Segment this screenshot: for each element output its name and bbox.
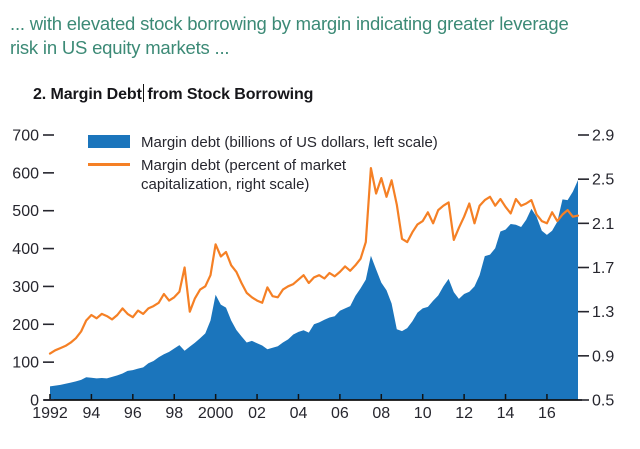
section-heading: ... with elevated stock borrowing by mar… xyxy=(10,12,636,60)
right-axis-tick-label: 1.3 xyxy=(592,304,614,321)
x-tick-label: 96 xyxy=(124,405,142,422)
left-axis-tick-label: 500 xyxy=(12,203,39,220)
right-axis-tick-label: 0.5 xyxy=(592,393,614,410)
legend-label-debt: Margin debt (billions of US dollars, lef… xyxy=(141,134,438,151)
right-axis-tick-label: 2.1 xyxy=(592,216,614,233)
pct-marketcap-line xyxy=(48,167,580,355)
x-tick-label: 12 xyxy=(455,405,473,422)
right-axis-tick-label: 0.9 xyxy=(592,348,614,365)
x-tick-label: 94 xyxy=(83,405,101,422)
legend-area-swatch xyxy=(88,135,130,148)
figure-title: 2. Margin Debt from Stock Borrowing xyxy=(33,84,313,104)
x-tick-label: 08 xyxy=(372,405,390,422)
legend-label-pct: Margin debt (percent of market capitaliza… xyxy=(141,156,346,194)
legend-label-pct-line1: Margin debt (percent of market xyxy=(141,157,347,174)
chart-legend: Margin debt (billions of US dollars, lef… xyxy=(88,133,438,198)
left-axis-tick-label: 0 xyxy=(30,393,39,410)
x-tick-label: 16 xyxy=(538,405,556,422)
text-cursor[interactable] xyxy=(142,84,145,102)
left-axis-tick-label: 200 xyxy=(12,317,39,334)
x-tick-label: 02 xyxy=(248,405,266,422)
legend-row-debt: Margin debt (billions of US dollars, lef… xyxy=(88,133,438,152)
left-axis-tick-label: 300 xyxy=(12,279,39,296)
legend-row-pct: Margin debt (percent of market capitaliza… xyxy=(88,156,438,194)
legend-line-swatch xyxy=(88,163,130,166)
left-axis-tick-label: 100 xyxy=(12,355,39,372)
x-tick-label: 06 xyxy=(331,405,349,422)
x-tick-label: 1992 xyxy=(32,405,68,422)
left-axis-tick-label: 700 xyxy=(12,128,39,145)
margin-debt-area xyxy=(50,180,578,400)
heading-line2: risk in US equity markets ... xyxy=(10,37,230,58)
x-tick-label: 10 xyxy=(414,405,432,422)
x-tick-label: 14 xyxy=(497,405,515,422)
x-tick-label: 98 xyxy=(165,405,183,422)
figure-title-part2: from Stock Borrowing xyxy=(147,86,314,103)
x-tick-label: 04 xyxy=(290,405,308,422)
x-tick-label: 2000 xyxy=(198,405,234,422)
figure-title-part1: 2. Margin Debt xyxy=(33,86,142,103)
legend-label-pct-line2: capitalization, right scale) xyxy=(141,176,310,193)
right-axis-tick-label: 1.7 xyxy=(592,260,614,277)
heading-line1: ... with elevated stock borrowing by mar… xyxy=(10,13,569,34)
left-axis-tick-label: 600 xyxy=(12,165,39,182)
right-axis-tick-label: 2.9 xyxy=(592,128,614,145)
right-axis-tick-label: 2.5 xyxy=(592,172,614,189)
left-axis-tick-label: 400 xyxy=(12,241,39,258)
